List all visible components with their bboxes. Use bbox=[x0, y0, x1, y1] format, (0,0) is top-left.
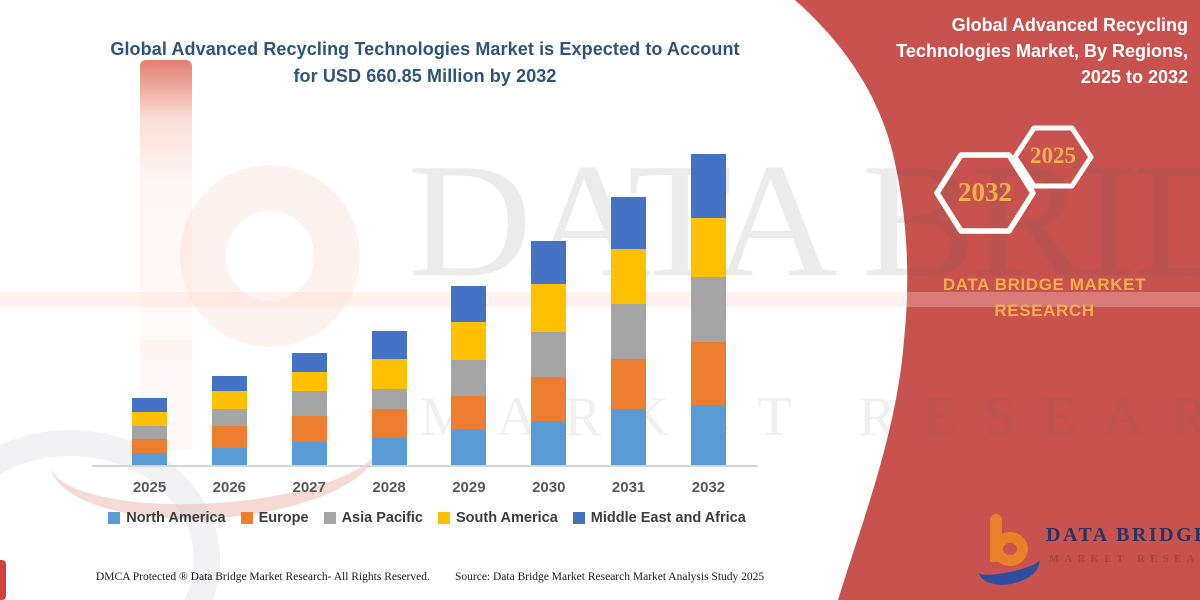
bar-segment-2032-north-america bbox=[690, 405, 726, 465]
bar-segment-2029-asia-pacific bbox=[451, 359, 487, 396]
x-axis-tick-2028: 2028 bbox=[372, 479, 406, 496]
x-axis-line bbox=[92, 465, 758, 467]
bar-segment-2025-south-america bbox=[132, 412, 167, 427]
hexagon-2032-label: 2032 bbox=[958, 177, 1012, 207]
bar-segment-2026-middle-east-and-africa bbox=[211, 375, 247, 392]
bar-segment-2032-middle-east-and-africa bbox=[690, 154, 726, 218]
b-logo-watermark-stem bbox=[140, 60, 192, 360]
x-axis-tick-2025: 2025 bbox=[132, 479, 167, 496]
stacked-bar-2031 bbox=[611, 197, 647, 465]
bar-segment-2031-middle-east-and-africa bbox=[611, 197, 647, 250]
bar-segment-2025-middle-east-and-africa bbox=[132, 397, 167, 413]
dmca-copyright-text: DMCA Protected ® Data Bridge Market Rese… bbox=[96, 571, 430, 583]
legend-item-asia-pacific: Asia Pacific bbox=[323, 510, 423, 526]
chart-title: Global Advanced Recycling Technologies M… bbox=[110, 39, 740, 86]
bar-segment-2028-europe bbox=[371, 409, 407, 439]
bar-segment-2030-south-america bbox=[531, 283, 567, 332]
bar-segment-2028-asia-pacific bbox=[371, 388, 407, 410]
x-axis-tick-2032: 2032 bbox=[691, 479, 726, 496]
source-text: Source: Data Bridge Market Research Mark… bbox=[455, 571, 765, 583]
bar-segment-2030-north-america bbox=[531, 420, 567, 465]
legend-item-middle-east-and-africa: Middle East and Africa bbox=[572, 510, 746, 526]
logo-brand-name: DATA BRIDGE bbox=[1046, 524, 1200, 546]
sidebar-brand-text: DATA BRIDGE MARKET RESEARCH bbox=[942, 275, 1147, 321]
bar-segment-2025-asia-pacific bbox=[132, 426, 167, 440]
bar-segment-2029-north-america bbox=[451, 429, 487, 465]
bar-segment-2026-north-america bbox=[211, 447, 247, 465]
bar-segment-2032-asia-pacific bbox=[690, 276, 726, 343]
bar-segment-2027-asia-pacific bbox=[291, 390, 327, 416]
x-axis-tick-2027: 2027 bbox=[292, 479, 326, 496]
bar-segment-2026-south-america bbox=[211, 391, 247, 410]
corner-red-accent bbox=[0, 560, 6, 600]
bar-segment-2031-asia-pacific bbox=[611, 304, 647, 359]
bar-segment-2028-north-america bbox=[371, 438, 407, 465]
stacked-bar-2032 bbox=[690, 154, 726, 465]
legend-label: South America bbox=[456, 510, 558, 526]
legend-swatch-icon bbox=[438, 512, 450, 524]
legend-label: North America bbox=[126, 510, 226, 526]
bar-segment-2030-europe bbox=[531, 376, 567, 421]
x-axis-tick-2031: 2031 bbox=[611, 479, 646, 496]
bar-segment-2025-north-america bbox=[132, 453, 167, 465]
bar-segment-2030-asia-pacific bbox=[531, 331, 567, 377]
bar-segment-2032-europe bbox=[690, 342, 726, 406]
bar-segment-2028-south-america bbox=[371, 358, 407, 389]
bar-segment-2026-asia-pacific bbox=[211, 409, 247, 426]
stacked-bar-2026 bbox=[211, 375, 247, 465]
bar-segment-2027-europe bbox=[291, 415, 327, 443]
stacked-bar-2027 bbox=[291, 352, 327, 465]
stacked-bar-2028 bbox=[371, 330, 407, 465]
bar-segment-2031-europe bbox=[611, 358, 647, 410]
bar-segment-2025-europe bbox=[132, 439, 167, 454]
bar-segment-2027-middle-east-and-africa bbox=[291, 352, 327, 373]
x-axis-tick-2030: 2030 bbox=[532, 479, 566, 496]
x-axis-tick-2026: 2026 bbox=[212, 479, 247, 496]
legend-swatch-icon bbox=[240, 512, 253, 524]
legend-label: Middle East and Africa bbox=[590, 510, 746, 526]
pale-horizontal-band bbox=[0, 292, 1200, 307]
legend-swatch-icon bbox=[572, 512, 585, 524]
legend-swatch-icon bbox=[323, 512, 336, 524]
data-bridge-logo: DATA BRIDGE MARKET RESEARCH bbox=[974, 512, 1200, 594]
logo-sub-name: MARKET RESEARCH bbox=[1049, 554, 1200, 565]
legend-swatch-icon bbox=[108, 512, 121, 524]
chart-legend: North America Europe Asia Pacific South Ame… bbox=[88, 510, 766, 526]
legend-item-south-america: South America bbox=[438, 510, 558, 526]
bar-segment-2026-europe bbox=[211, 425, 247, 448]
legend-label: Europe bbox=[258, 510, 309, 526]
bar-segment-2032-south-america bbox=[690, 217, 726, 277]
x-axis-tick-2029: 2029 bbox=[452, 479, 486, 496]
logo-b-bowl-icon bbox=[992, 532, 1028, 566]
bar-segment-2030-middle-east-and-africa bbox=[531, 240, 567, 284]
bar-segment-2031-south-america bbox=[611, 249, 647, 305]
bar-segment-2027-north-america bbox=[291, 442, 327, 465]
bar-segment-2027-south-america bbox=[291, 372, 327, 391]
stacked-bar-2030 bbox=[531, 240, 567, 465]
stacked-bar-2025 bbox=[132, 397, 167, 465]
legend-label: Asia Pacific bbox=[341, 510, 423, 526]
stacked-bar-2029 bbox=[451, 286, 487, 465]
bar-segment-2028-middle-east-and-africa bbox=[371, 330, 407, 359]
legend-item-north-america: North America bbox=[108, 510, 226, 526]
bar-segment-2029-south-america bbox=[451, 321, 487, 360]
bar-segment-2031-north-america bbox=[611, 409, 647, 465]
bar-segment-2029-middle-east-and-africa bbox=[451, 286, 487, 322]
sidebar-heading: Global Advanced Recycling Technologies M… bbox=[896, 15, 1188, 88]
legend-item-europe: Europe bbox=[240, 510, 309, 526]
hexagon-2025-label: 2025 bbox=[1030, 143, 1076, 168]
bar-segment-2029-europe bbox=[451, 395, 487, 430]
